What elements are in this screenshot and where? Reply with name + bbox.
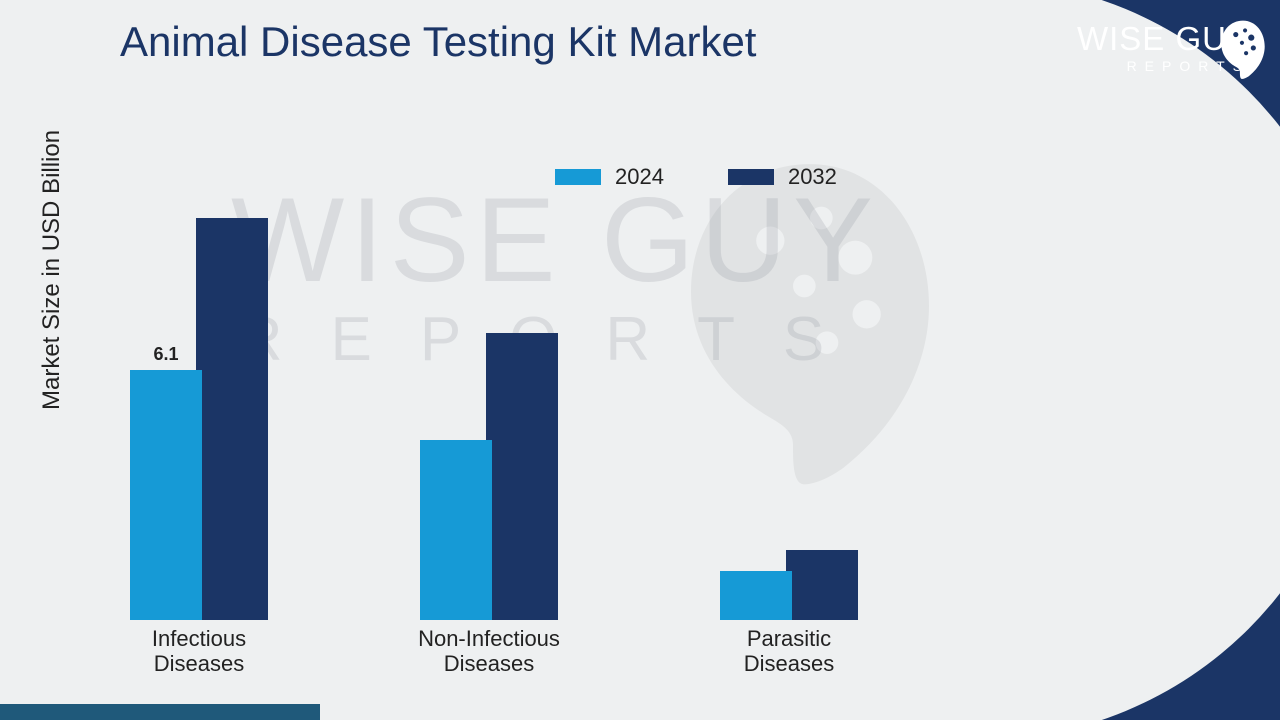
legend-swatch-2032 bbox=[728, 169, 774, 185]
legend-swatch-2024 bbox=[555, 169, 601, 185]
bottom-accent-bar bbox=[0, 704, 320, 720]
bar-2024 bbox=[420, 440, 492, 620]
bar-2024: 6.1 bbox=[130, 370, 202, 620]
bar-2032 bbox=[786, 550, 858, 620]
legend-item-2032: 2032 bbox=[728, 164, 837, 190]
bar-2024 bbox=[720, 571, 792, 620]
category-label: ParasiticDiseases bbox=[744, 626, 834, 677]
category-label: Non-InfectiousDiseases bbox=[418, 626, 560, 677]
right-brand-band bbox=[984, 0, 1280, 720]
legend-label-2032: 2032 bbox=[788, 164, 837, 190]
category-label: InfectiousDiseases bbox=[152, 626, 246, 677]
legend-item-2024: 2024 bbox=[555, 164, 664, 190]
legend: 2024 2032 bbox=[555, 164, 837, 190]
bar-2032 bbox=[486, 333, 558, 620]
bar-value-label: 6.1 bbox=[153, 344, 178, 365]
chart-title: Animal Disease Testing Kit Market bbox=[120, 18, 756, 66]
y-axis-label: Market Size in USD Billion bbox=[38, 130, 66, 410]
chart-plot-area: 6.1InfectiousDiseasesNon-InfectiousDisea… bbox=[100, 210, 980, 620]
logo-head-icon bbox=[1212, 18, 1274, 80]
bar-2032 bbox=[196, 218, 268, 620]
page-root: WISE GUY REPORTS Animal Disease Testing … bbox=[0, 0, 1280, 720]
legend-label-2024: 2024 bbox=[615, 164, 664, 190]
